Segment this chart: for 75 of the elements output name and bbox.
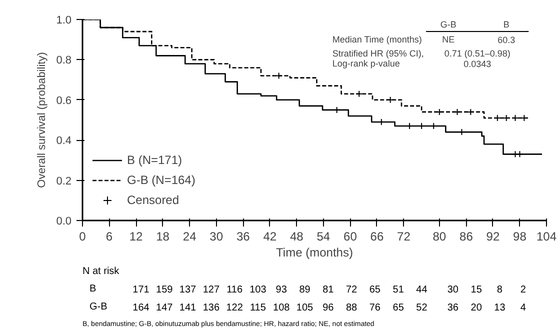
text: 13 <box>494 302 506 314</box>
x-tick-label: 12 <box>129 230 144 244</box>
text: 147 <box>156 302 174 314</box>
annotation: NE <box>442 34 455 45</box>
text: N at risk <box>82 266 120 277</box>
x-tick-label: 24 <box>182 230 197 244</box>
text: 105 <box>296 302 314 314</box>
text: 137 <box>179 284 197 296</box>
y-tick-label: 0.8 <box>56 54 72 67</box>
annotation: B <box>503 20 510 30</box>
text: 122 <box>226 302 244 314</box>
text: 141 <box>179 302 197 314</box>
text: 65 <box>369 284 381 296</box>
text: 36 <box>447 302 459 314</box>
text: 15 <box>470 284 482 296</box>
text: 51 <box>392 284 404 296</box>
text: 115 <box>250 302 266 314</box>
x-tick-label: 92 <box>486 230 500 244</box>
text: 76 <box>369 302 381 314</box>
x-tick-label: 72 <box>397 230 411 244</box>
x-tick-label: 86 <box>460 230 474 244</box>
x-axis-title: Time (months) <box>276 246 353 260</box>
text: 108 <box>273 302 290 314</box>
text: 159 <box>156 284 174 296</box>
text: 81 <box>322 284 334 296</box>
text: 20 <box>470 302 482 314</box>
text: G-B <box>90 301 108 312</box>
legend-label: B (N=171) <box>127 153 182 167</box>
annotation: 0.71 (0.51–0.98) <box>444 48 510 59</box>
x-tick-label: 6 <box>106 230 113 244</box>
y-tick-label: 0.6 <box>56 94 72 107</box>
text: 65 <box>392 302 404 314</box>
x-tick-label: 0 <box>79 230 86 244</box>
text: 30 <box>447 284 459 296</box>
annotation: G-B <box>440 20 456 30</box>
text: B <box>90 284 97 295</box>
text: 2 <box>520 284 526 296</box>
annotation: Stratified HR (95% CI), <box>332 48 424 59</box>
y-tick-label: 0.2 <box>56 175 72 188</box>
text: 93 <box>276 284 288 296</box>
text: 89 <box>299 284 311 296</box>
x-tick-label: 48 <box>290 230 304 244</box>
text: 8 <box>496 284 503 296</box>
text: 88 <box>346 302 358 314</box>
text: 72 <box>346 284 358 296</box>
annotation: 0.0343 <box>464 59 492 70</box>
y-tick-label: 0.4 <box>56 135 72 148</box>
x-tick-label: 18 <box>156 230 170 244</box>
y-axis-title: Overall survival (probability) <box>36 52 48 188</box>
legend-label: G-B (N=164) <box>127 173 196 187</box>
text: 103 <box>250 284 267 296</box>
x-tick-label: 36 <box>236 230 250 244</box>
text: 52 <box>416 302 428 314</box>
annotation: Log-rank p-value <box>332 58 400 69</box>
text: 44 <box>416 284 428 296</box>
legend-label: Censored <box>127 193 180 207</box>
x-tick-label: 60 <box>344 230 358 244</box>
annotation: 60.3 <box>498 35 516 46</box>
x-tick-label: 98 <box>513 230 527 244</box>
annotation: Median Time (months) <box>332 34 422 45</box>
text: 127 <box>202 284 220 296</box>
text: 4 <box>520 302 526 314</box>
text: 116 <box>226 284 243 296</box>
x-tick-label: 54 <box>316 230 330 244</box>
text: 171 <box>132 284 150 296</box>
y-tick-label: 0.0 <box>56 216 72 228</box>
x-tick-label: 80 <box>432 230 446 244</box>
text: 136 <box>202 302 220 314</box>
x-tick-label: 104 <box>536 230 557 244</box>
text: 96 <box>322 302 334 314</box>
x-tick-label: 66 <box>370 230 384 244</box>
x-tick-label: 42 <box>263 230 277 244</box>
text: 164 <box>132 302 150 314</box>
y-tick-label: 1.0 <box>56 14 72 26</box>
x-tick-label: 30 <box>210 230 224 244</box>
